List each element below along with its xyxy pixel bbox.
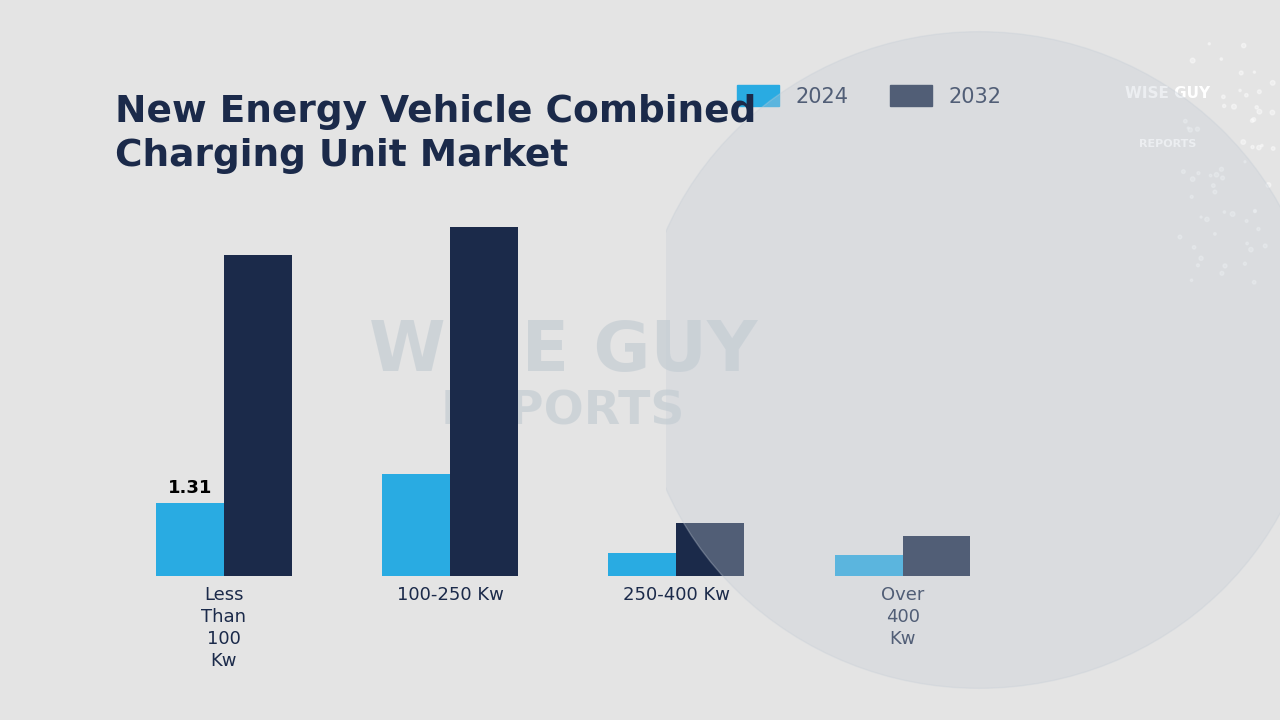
Point [1240, 244, 1261, 256]
Bar [835, 555, 902, 576]
Point [1188, 167, 1208, 179]
Point [1213, 91, 1234, 103]
Point [1183, 174, 1203, 185]
Point [1233, 136, 1253, 148]
Point [1203, 180, 1224, 192]
Bar [451, 227, 518, 576]
Point [1262, 107, 1280, 118]
Point [1244, 205, 1265, 217]
Bar [156, 503, 224, 576]
Point [1184, 242, 1204, 253]
Point [1206, 169, 1226, 181]
Text: WISE GUY: WISE GUY [369, 318, 758, 385]
Point [1244, 276, 1265, 288]
Point [1252, 140, 1272, 151]
Point [1215, 260, 1235, 271]
Point [1201, 170, 1221, 181]
Point [1235, 156, 1256, 168]
Point [1242, 114, 1262, 126]
Point [1199, 38, 1220, 50]
Legend: 2024, 2032: 2024, 2032 [728, 76, 1010, 115]
Point [1224, 101, 1244, 112]
Point [1181, 191, 1202, 202]
Text: REPORTS: REPORTS [1139, 139, 1197, 149]
Point [1236, 215, 1257, 227]
Point [1211, 53, 1231, 65]
Circle shape [639, 32, 1280, 688]
Point [1188, 259, 1208, 271]
Point [1213, 100, 1234, 112]
Point [1244, 66, 1265, 78]
Point [1190, 212, 1211, 223]
Point [1188, 123, 1208, 135]
Point [1248, 223, 1268, 235]
Point [1235, 258, 1256, 269]
Bar [383, 474, 451, 576]
Bar [224, 255, 292, 576]
Point [1234, 40, 1254, 51]
Point [1262, 77, 1280, 89]
Point [1178, 122, 1198, 134]
Point [1247, 102, 1267, 113]
Point [1231, 67, 1252, 78]
Point [1183, 55, 1203, 66]
Bar [902, 536, 970, 576]
Point [1190, 253, 1211, 264]
Point [1249, 86, 1270, 97]
Point [1243, 141, 1263, 153]
Point [1243, 114, 1263, 125]
Point [1170, 231, 1190, 243]
Point [1244, 206, 1265, 217]
Text: 1.31: 1.31 [168, 479, 212, 497]
Point [1181, 274, 1202, 286]
Point [1204, 186, 1225, 198]
Point [1258, 179, 1279, 191]
Point [1249, 106, 1270, 117]
Point [1215, 206, 1235, 217]
Point [1263, 143, 1280, 154]
Point [1230, 85, 1251, 96]
Bar [608, 553, 676, 576]
Point [1204, 228, 1225, 240]
Point [1249, 142, 1270, 153]
Text: WISE GUY: WISE GUY [1125, 86, 1211, 101]
Text: REPORTS: REPORTS [440, 390, 686, 434]
Point [1174, 166, 1194, 177]
Text: New Energy Vehicle Combined
Charging Unit Market: New Energy Vehicle Combined Charging Uni… [115, 94, 756, 174]
Point [1222, 208, 1243, 220]
Point [1180, 124, 1201, 135]
Point [1236, 238, 1257, 249]
Point [1212, 172, 1233, 184]
Point [1197, 214, 1217, 225]
Point [1212, 268, 1233, 279]
Point [1254, 240, 1275, 252]
Point [1211, 163, 1231, 175]
Bar [676, 523, 744, 576]
Point [1236, 89, 1257, 101]
Point [1175, 115, 1196, 127]
